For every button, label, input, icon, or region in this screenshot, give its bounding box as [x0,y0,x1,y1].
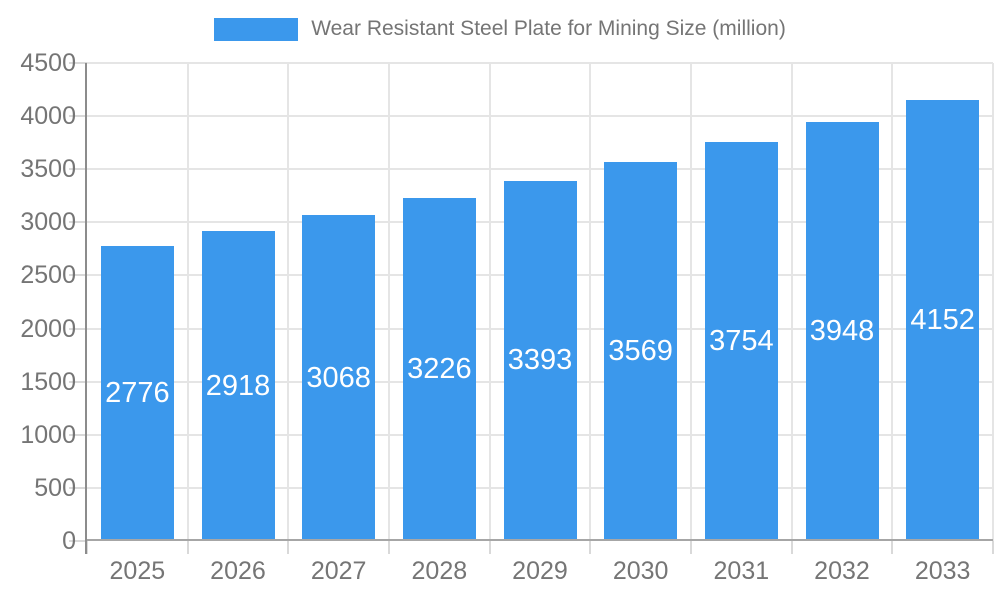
x-axis-tick [488,541,491,554]
x-axis-tick [992,541,994,554]
x-axis-category-label: 2033 [914,557,971,585]
x-axis-tick [86,541,88,554]
gridline-v [790,63,793,541]
bar-value-label: 3393 [507,344,573,377]
y-axis-tick [69,540,87,542]
x-axis-category-label: 2032 [814,557,870,585]
gridline-v [891,63,894,541]
y-axis-tick-label: 1000 [20,420,76,449]
bar-value-label: 4152 [910,303,975,336]
x-axis-category-label: 2029 [512,557,568,585]
y-axis-tick [69,380,87,383]
x-axis-category-label: 2026 [210,557,266,585]
x-axis-line [87,539,993,541]
y-axis-tick-label: 3500 [20,155,76,184]
x-axis-tick [388,541,390,554]
y-axis-tick [69,327,87,330]
bar-value-label: 2918 [205,369,271,402]
bar-2033[interactable]: 4152 [906,99,980,541]
bar-value-label: 3754 [709,325,774,358]
y-axis-tick-label: 4500 [20,49,76,77]
x-axis-tick [790,541,793,554]
y-axis-tick [69,115,87,118]
y-axis-tick-label: 4000 [20,102,76,131]
y-axis-tick [69,433,87,436]
gridline-v [488,63,491,541]
x-axis-tick [186,541,189,554]
bar-2030[interactable]: 3569 [604,161,678,541]
y-axis-tick-label: 500 [34,473,76,502]
x-axis-tick [287,541,290,554]
y-axis-tick [69,221,87,224]
bar-value-label: 2776 [105,377,170,410]
bar-2025[interactable]: 2776 [100,246,174,541]
gridline-v [186,63,189,541]
bar-value-label: 3948 [809,314,875,347]
x-axis-category-label: 2028 [411,557,468,585]
bar-2029[interactable]: 3393 [503,180,577,541]
x-axis-tick [589,541,592,554]
bar-2032[interactable]: 3948 [805,121,879,541]
y-axis-tick-label: 2000 [20,314,76,343]
chart-legend[interactable]: Wear Resistant Steel Plate for Mining Si… [0,17,1000,41]
y-axis-tick-label: 1500 [20,367,76,396]
bar-value-label: 3569 [608,334,673,367]
x-axis-category-label: 2027 [310,557,367,585]
x-axis-category-label: 2030 [612,557,669,585]
bar-2027[interactable]: 3068 [302,215,376,541]
gridline-h [87,115,993,118]
y-axis-tick [69,62,87,64]
y-axis-tick-label: 2500 [20,261,76,290]
bar-value-label: 3226 [407,353,472,386]
x-axis-tick [690,541,692,554]
gridline-v [690,63,692,541]
gridline-v [589,63,592,541]
gridline-h [87,62,993,64]
gridline-v [287,63,290,541]
y-axis-tick-label: 0 [62,527,76,555]
plot-area: 2776 2918 3068 3226 3393 3569 3754 3948 4152 [87,62,994,541]
x-axis-category-label: 2025 [109,557,166,585]
y-axis-tick [69,168,87,171]
y-axis-tick [69,274,87,277]
x-axis-tick [891,541,894,554]
gridline-h [87,168,993,171]
y-axis-line [85,63,87,554]
bar-2031[interactable]: 3754 [704,142,778,541]
legend-label: Wear Resistant Steel Plate for Mining Si… [311,17,786,40]
x-axis-category-label: 2031 [713,557,770,585]
y-axis-tick [69,486,87,489]
gridline-v [992,63,994,541]
bar-2028[interactable]: 3226 [402,198,476,541]
bar-value-label: 3068 [306,361,371,394]
bar-2026[interactable]: 2918 [201,231,275,541]
y-axis-tick-label: 3000 [20,208,76,237]
gridline-v [388,63,390,541]
legend-swatch [214,17,299,41]
